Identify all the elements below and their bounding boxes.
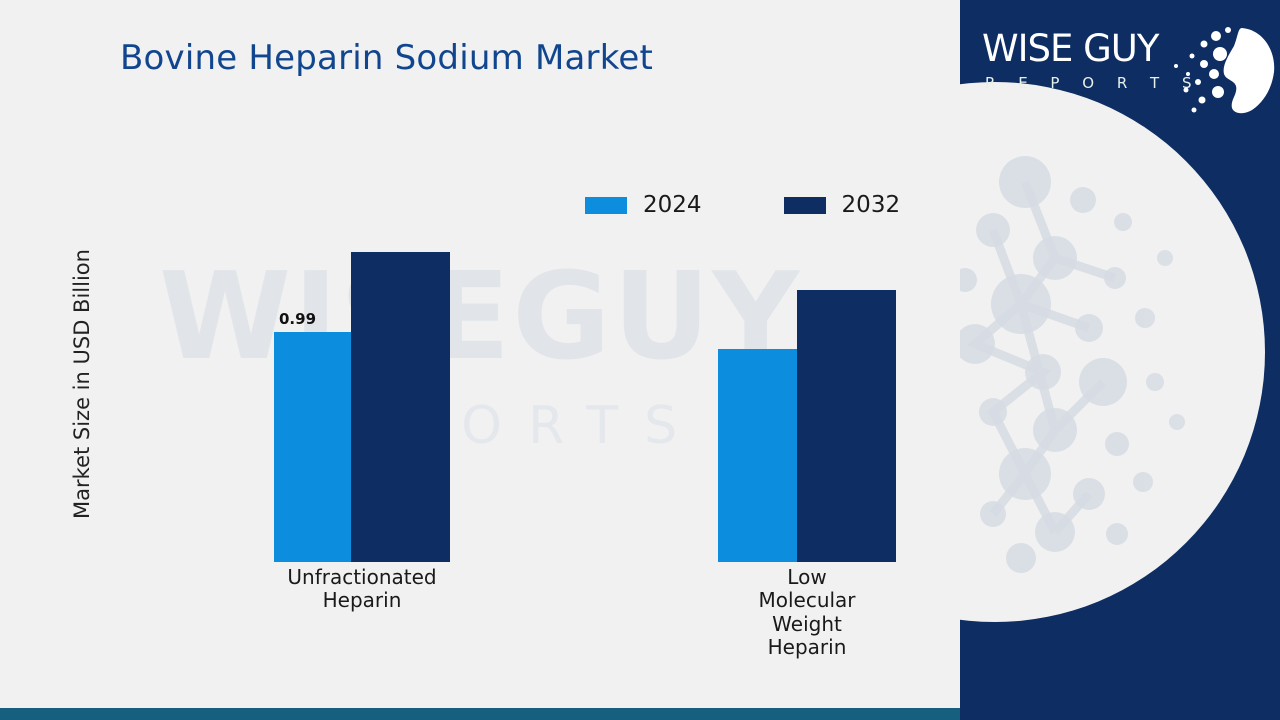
bar-lmwh-2032[interactable] [797,290,896,562]
brand-logo: WISE GUY R E P O R T S [982,30,1258,120]
bar-lmwh-2024[interactable] [718,349,797,562]
brand-logo-name: WISE GUY [982,27,1159,70]
legend-label-2024: 2024 [643,192,702,218]
legend-item-2032[interactable]: 2032 [783,192,901,218]
legend-label-2032: 2032 [841,192,901,218]
bar-unfractionated-2032[interactable] [351,252,450,562]
chart-legend: 2024 2032 [585,194,900,217]
decorative-circle [960,82,1265,622]
legend-swatch-2024 [585,197,627,214]
bar-value-label-unfractionated-2024: 0.99 [279,310,317,328]
legend-item-2024[interactable]: 2024 [585,194,702,217]
molecule-dots-icon [960,156,1185,573]
brand-panel: WISE GUY R E P O R T S [960,0,1280,720]
category-label-0: Unfractionated Heparin [287,565,437,613]
bar-unfractionated-2024[interactable] [274,332,351,562]
brand-logo-subtitle: R E P O R T S [985,74,1201,92]
chart-title: Bovine Heparin Sodium Market [120,38,654,78]
logo-head-dots-icon [1174,27,1275,114]
legend-swatch-2032 [783,197,826,214]
category-label-1: Low Molecular Weight Heparin [758,565,856,660]
plot-area: 0.99 Unfractionated Heparin Low Molecular … [274,252,896,660]
bottom-accent-strip [0,708,960,720]
